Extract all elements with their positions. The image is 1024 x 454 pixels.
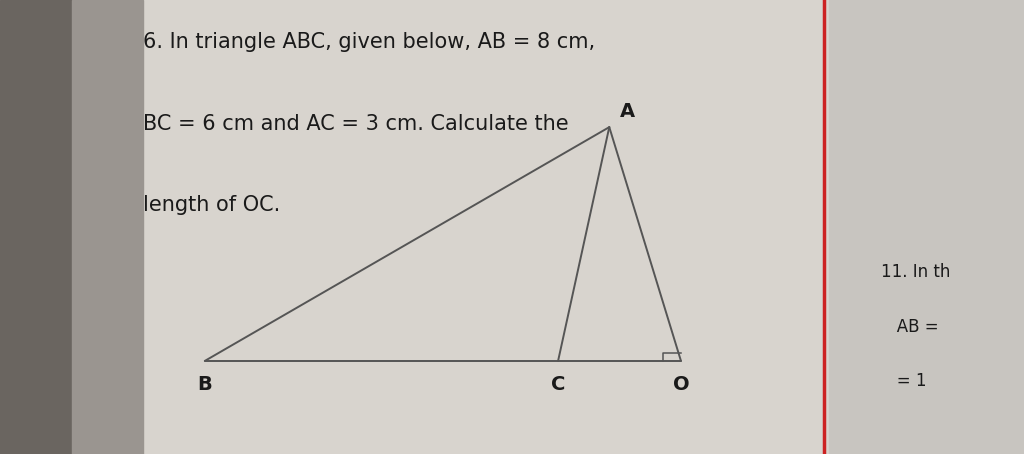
Text: AB =: AB =: [881, 318, 938, 336]
Text: 11. In th: 11. In th: [881, 263, 950, 281]
Text: A: A: [620, 103, 635, 122]
Bar: [72, 0, 143, 454]
Text: BC = 6 cm and AC = 3 cm. Calculate the: BC = 6 cm and AC = 3 cm. Calculate the: [143, 114, 569, 133]
Text: length of OC.: length of OC.: [143, 195, 281, 215]
Text: O: O: [673, 375, 689, 394]
Bar: [0, 0, 72, 454]
Text: 6. In triangle ABC, given below, AB = 8 cm,: 6. In triangle ABC, given below, AB = 8 …: [143, 32, 596, 52]
Text: B: B: [198, 375, 212, 394]
Text: C: C: [551, 375, 565, 394]
Text: = 1: = 1: [881, 372, 926, 390]
